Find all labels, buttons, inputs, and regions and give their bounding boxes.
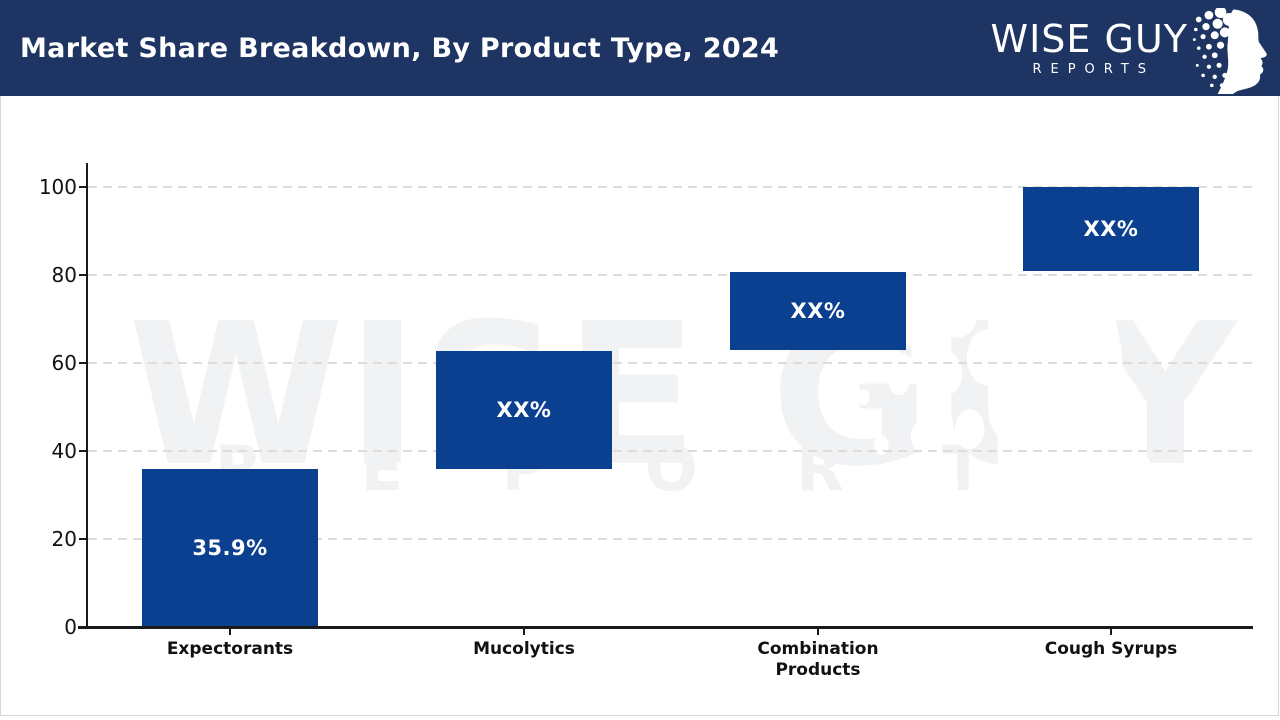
brand-name: WISE GUY [990, 17, 1188, 61]
dotted-head-icon [1192, 8, 1267, 94]
y-tick-40 [79, 450, 88, 452]
y-tick-80 [79, 274, 88, 276]
category-label-combination-products: Combination Products [757, 639, 879, 681]
x-tick-expectorants [229, 627, 231, 635]
y-tick-20 [79, 538, 88, 540]
brand-subtitle: REPORTS [1032, 61, 1156, 77]
x-tick-cough-syrups [1110, 627, 1112, 635]
y-tick-label-60: 60 [51, 351, 77, 375]
bar-value-label-combination-products: XX% [790, 299, 846, 324]
gridline-80 [88, 274, 1253, 276]
header-bar: Market Share Breakdown, By Product Type,… [0, 0, 1280, 96]
y-tick-100 [79, 186, 88, 188]
category-label-cough-syrups: Cough Syrups [1044, 639, 1178, 659]
bar-expectorants: 35.9% [142, 469, 318, 627]
gridline-60 [88, 362, 1253, 364]
x-tick-mucolytics [523, 627, 525, 635]
gridline-20 [88, 538, 1253, 540]
brand-logo: WISE GUY REPORTS [991, 6, 1267, 94]
category-label-expectorants: Expectorants [166, 639, 294, 659]
gridline-40 [88, 450, 1253, 452]
bar-cough-syrups: XX% [1023, 187, 1199, 272]
bar-mucolytics: XX% [436, 351, 612, 470]
bar-combination-products: XX% [730, 272, 906, 351]
bar-value-label-expectorants: 35.9% [192, 536, 268, 560]
y-tick-label-100: 100 [38, 175, 77, 199]
y-tick-label-80: 80 [51, 263, 77, 287]
chart-title: Market Share Breakdown, By Product Type,… [20, 32, 780, 64]
y-tick-60 [79, 362, 88, 364]
x-tick-combination-products [817, 627, 819, 635]
x-axis-line [78, 626, 1253, 629]
gridline-100 [88, 186, 1253, 188]
y-tick-label-20: 20 [51, 527, 77, 551]
category-label-mucolytics: Mucolytics [473, 639, 575, 659]
brand-wordmark: WISE GUY REPORTS [990, 17, 1188, 77]
y-tick-label-0: 0 [64, 615, 77, 639]
bar-value-label-cough-syrups: XX% [1083, 217, 1139, 242]
y-tick-label-40: 40 [51, 439, 77, 463]
y-axis-line [86, 163, 88, 629]
bar-value-label-mucolytics: XX% [496, 398, 552, 423]
